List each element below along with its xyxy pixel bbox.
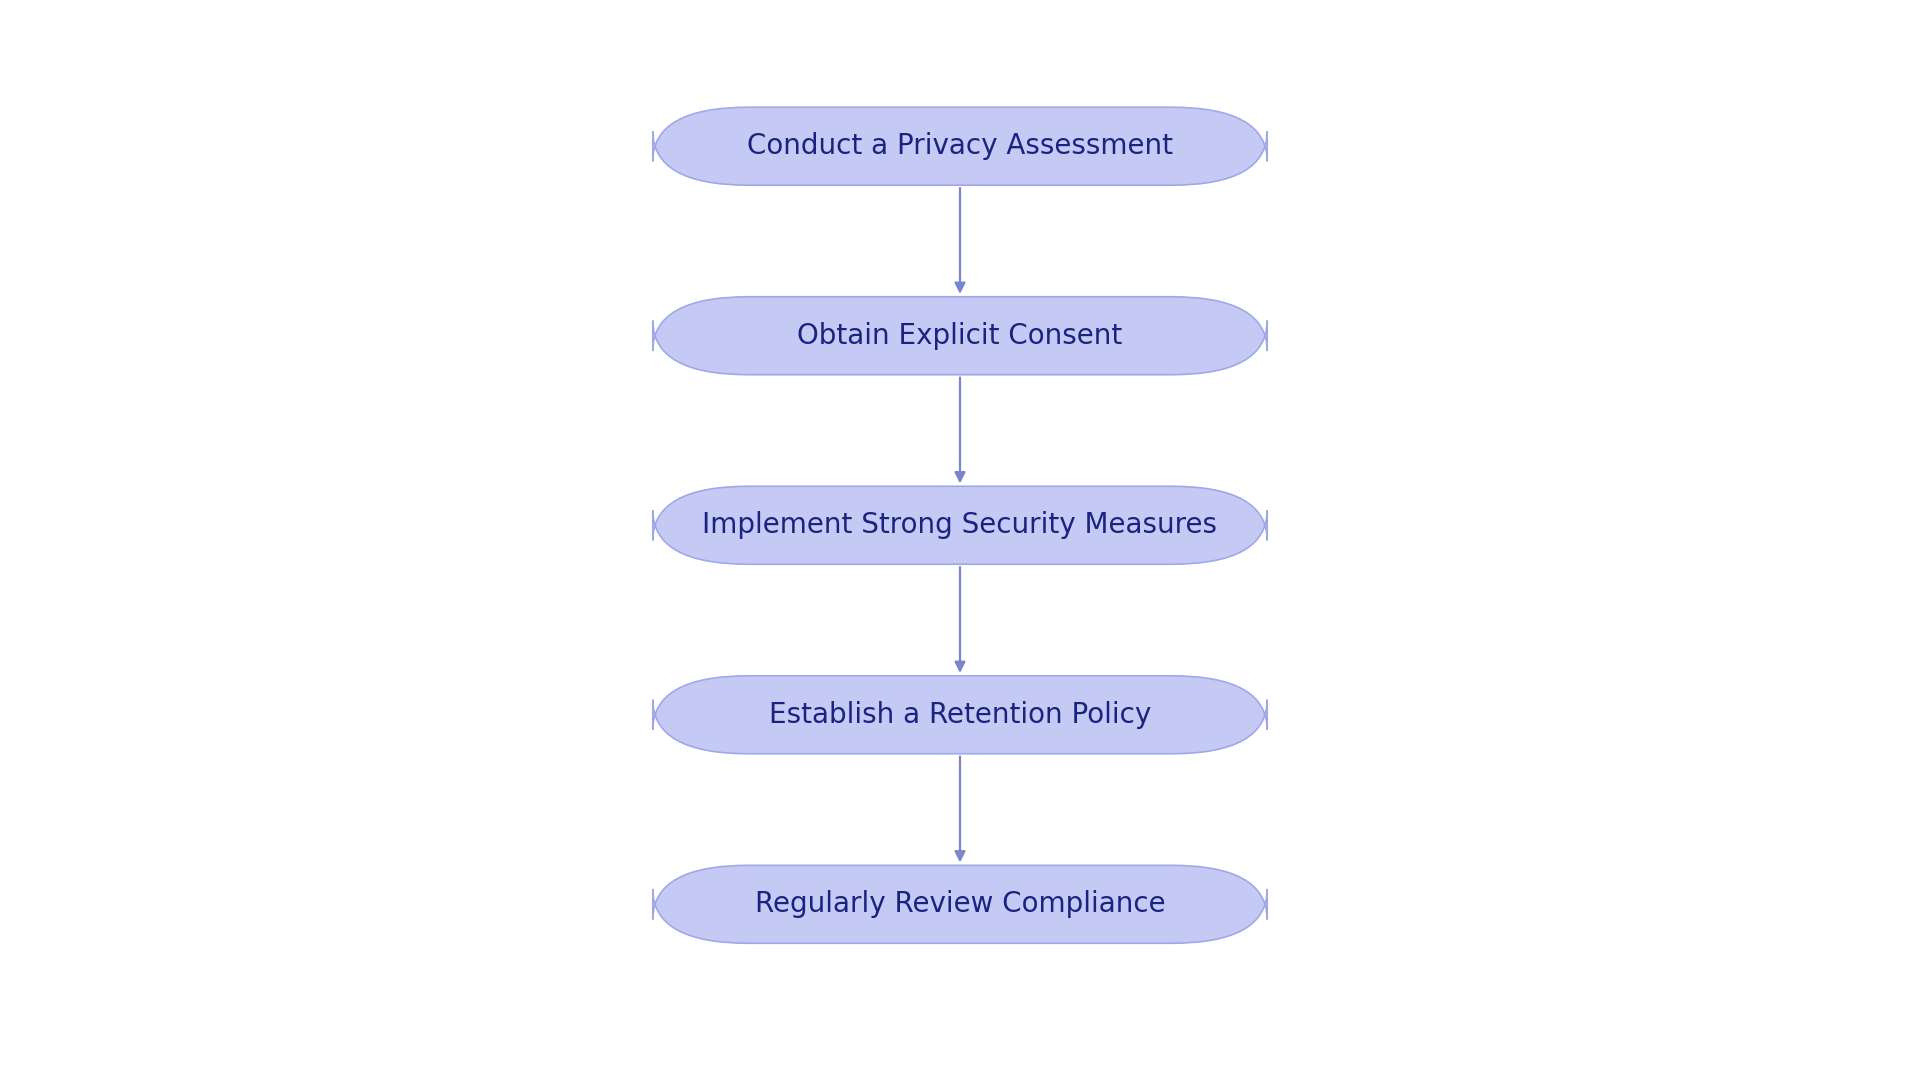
FancyBboxPatch shape [653, 486, 1267, 564]
FancyBboxPatch shape [653, 107, 1267, 185]
FancyBboxPatch shape [653, 297, 1267, 375]
Text: Establish a Retention Policy: Establish a Retention Policy [768, 701, 1152, 729]
Text: Conduct a Privacy Assessment: Conduct a Privacy Assessment [747, 132, 1173, 160]
FancyBboxPatch shape [653, 676, 1267, 754]
Text: Implement Strong Security Measures: Implement Strong Security Measures [703, 511, 1217, 539]
Text: Obtain Explicit Consent: Obtain Explicit Consent [797, 322, 1123, 350]
FancyBboxPatch shape [653, 865, 1267, 943]
Text: Regularly Review Compliance: Regularly Review Compliance [755, 890, 1165, 918]
